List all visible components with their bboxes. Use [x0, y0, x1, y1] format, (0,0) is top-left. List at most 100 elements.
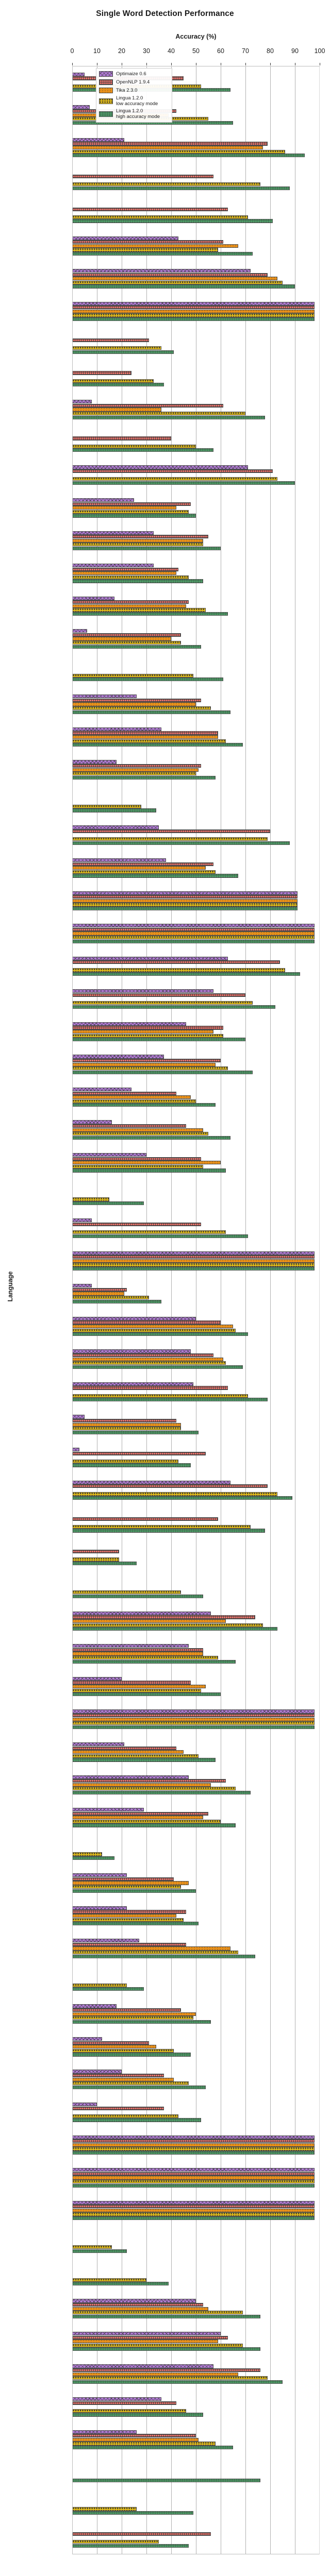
bar — [72, 207, 228, 211]
bar — [72, 2004, 117, 2008]
bar — [72, 1299, 161, 1303]
bar — [72, 2380, 283, 2384]
bar — [72, 1615, 256, 1619]
bar — [72, 1398, 268, 1402]
x-tick-mark — [171, 63, 172, 65]
bar — [72, 1157, 201, 1161]
bar — [72, 1688, 201, 1692]
bar-group: Bengali — [72, 295, 320, 328]
bar-group: Thai — [72, 2194, 320, 2227]
bar — [72, 1316, 196, 1320]
bar — [72, 1983, 127, 1987]
bar-group: Oromo — [72, 1572, 320, 1605]
bar — [72, 2507, 137, 2511]
x-tick-label: 40 — [168, 47, 175, 55]
gridline — [171, 66, 172, 2554]
bar — [72, 993, 245, 997]
bar — [72, 1725, 315, 1729]
bar — [72, 862, 213, 866]
bar — [72, 1091, 176, 1095]
bar — [72, 1267, 315, 1271]
bar — [72, 1877, 174, 1881]
bar — [72, 731, 219, 735]
bar — [72, 1659, 236, 1664]
bar-group: Romanian — [72, 1736, 320, 1769]
bar-group: Russian — [72, 1769, 320, 1802]
bar-group: Malay — [72, 1409, 320, 1442]
bar — [72, 1005, 275, 1009]
bar-group: German — [72, 852, 320, 885]
bar — [72, 1496, 293, 1500]
bar — [72, 1022, 186, 1026]
bar — [72, 1447, 80, 1452]
bar — [72, 138, 124, 142]
bar-group: Armenian — [72, 164, 320, 197]
bar — [72, 2172, 315, 2176]
bar-group: Swahili — [72, 2030, 320, 2063]
bar — [72, 1055, 164, 1059]
bar — [72, 1873, 127, 1877]
bar — [72, 1422, 182, 1427]
bar — [72, 575, 189, 580]
bar — [72, 804, 142, 808]
bar-group: Spanish — [72, 1998, 320, 2031]
bar — [72, 1382, 194, 1386]
bar-group: Mongolian — [72, 1506, 320, 1539]
bar — [72, 2347, 260, 2351]
bar — [72, 2335, 228, 2340]
bar — [72, 1889, 196, 1893]
bar — [72, 1562, 137, 1566]
bar — [72, 2311, 243, 2315]
bar-group: Catalan — [72, 426, 320, 459]
bar — [72, 1775, 189, 1779]
bar — [72, 2245, 112, 2249]
bar-group: Turkish — [72, 2293, 320, 2326]
bar — [72, 2183, 315, 2188]
x-tick-mark — [245, 63, 246, 65]
chart-legend: Optimaize 0.6 OpenNLP 1.9.4 Tika 2.3.0 Ling… — [96, 68, 172, 123]
bar-group: Tsonga — [72, 2227, 320, 2260]
bar — [72, 2037, 102, 2041]
bar — [72, 1619, 226, 1623]
legend-label: Lingua 1.2.0 high accuracy mode — [116, 108, 160, 120]
bar — [72, 1099, 196, 1103]
x-tick-mark — [146, 63, 147, 65]
bar — [72, 1557, 120, 1562]
bar — [72, 244, 238, 248]
bar — [72, 186, 290, 191]
bar — [72, 1808, 144, 1812]
bar — [72, 1529, 266, 1533]
bar — [72, 477, 278, 481]
bar — [72, 2401, 176, 2405]
bar — [72, 2299, 196, 2303]
bar — [72, 735, 219, 739]
bar-group: Urdu — [72, 2358, 320, 2391]
bar-group: Hebrew — [72, 950, 320, 983]
bar — [72, 1627, 278, 1631]
bar — [72, 514, 196, 518]
bar — [72, 1918, 184, 1922]
bar — [72, 350, 174, 354]
bar — [72, 2278, 146, 2282]
bar-group: Lithuanian — [72, 1343, 320, 1376]
bar — [72, 2364, 213, 2368]
bar — [72, 608, 206, 612]
bar — [72, 2307, 208, 2311]
legend-item: Optimaize 0.6 — [99, 71, 169, 77]
bar — [72, 727, 161, 731]
bar — [72, 2070, 122, 2074]
bar — [72, 1779, 226, 1783]
bar-group: Serbian — [72, 1801, 320, 1834]
bar — [72, 2016, 194, 2020]
bar — [72, 1394, 248, 1398]
bar — [72, 1787, 236, 1791]
x-axis-label: Accuracy (%) — [175, 33, 217, 40]
bar — [72, 2331, 221, 2336]
bar — [72, 1611, 211, 1615]
bar — [72, 2085, 206, 2090]
bar — [72, 694, 137, 699]
bar — [72, 1709, 315, 1714]
bar — [72, 1459, 179, 1463]
bar — [72, 182, 260, 187]
bar-group: Kazakh — [72, 1212, 320, 1245]
